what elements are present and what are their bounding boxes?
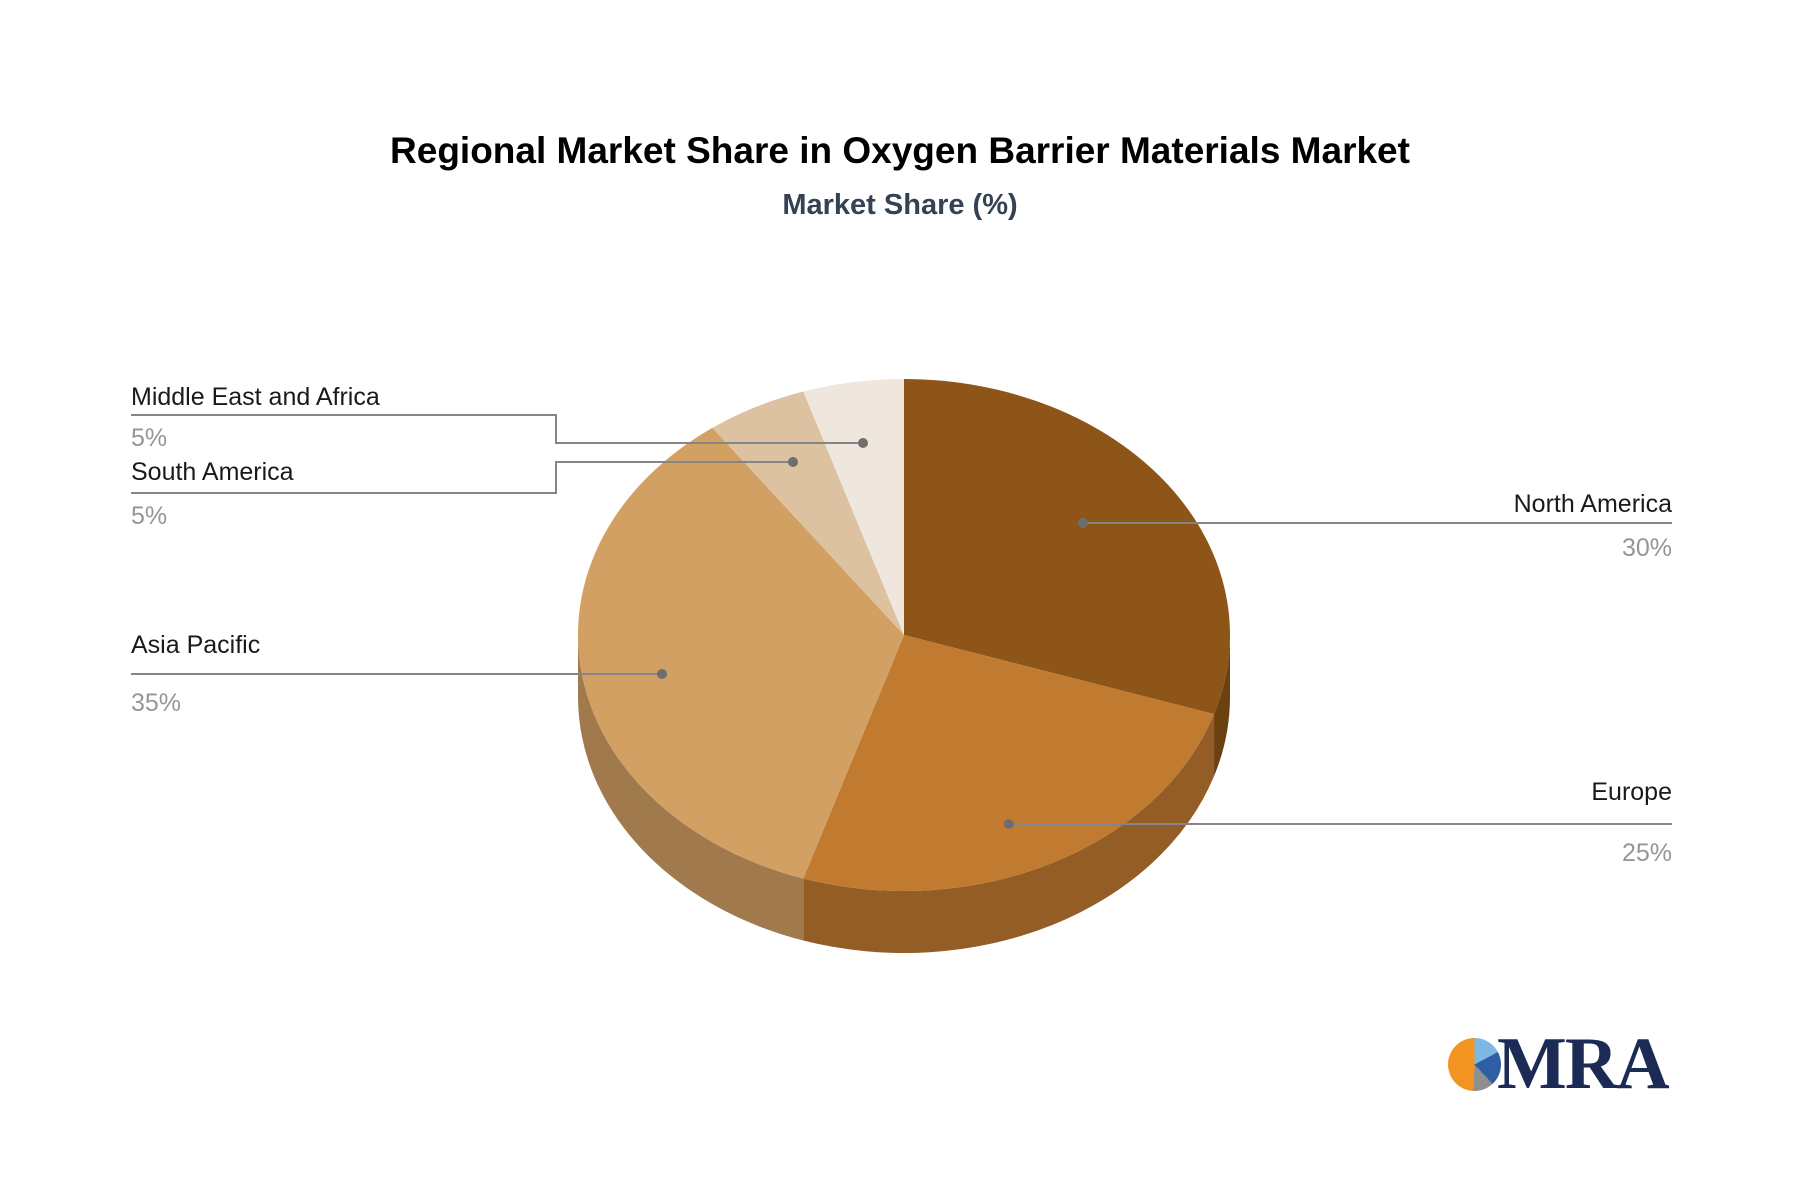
slice-label-asia-pacific: Asia Pacific <box>131 631 261 659</box>
slice-label-north-america: North America <box>1513 490 1672 518</box>
mra-logo[interactable]: MRA <box>1448 1023 1670 1105</box>
pie-slice-side-europe <box>803 714 1215 953</box>
chart-subtitle: Market Share (%) <box>782 189 1018 221</box>
slice-pct-europe: 25% <box>1621 839 1672 867</box>
dot-europe <box>1004 819 1014 829</box>
dot-north-america <box>1078 518 1088 528</box>
slice-pct-asia-pacific: 35% <box>131 689 182 717</box>
pie-slice-asia-pacific[interactable] <box>578 427 904 879</box>
page-title: Regional Market Share in Oxygen Barrier … <box>390 130 1410 171</box>
dot-asia-pacific <box>657 669 667 679</box>
mra-logo-pie-icon <box>1448 1038 1501 1091</box>
leader-line-middle-east-and-africa <box>131 414 863 444</box>
pie-slice-north-america[interactable] <box>904 379 1231 715</box>
slice-pct-north-america: 30% <box>1621 534 1672 562</box>
dot-middle-east-and-africa <box>858 438 868 448</box>
slice-label-south-america: South America <box>131 458 294 486</box>
slice-label-europe: Europe <box>1591 778 1672 806</box>
pie-slice-europe[interactable] <box>803 635 1215 891</box>
slice-pct-south-america: 5% <box>131 502 168 530</box>
pie-slice-side-north-america <box>1214 635 1230 777</box>
leader-line-south-america <box>131 461 793 494</box>
slice-label-middle-east-and-africa: Middle East and Africa <box>131 383 380 411</box>
slice-pct-middle-east-and-africa: 5% <box>131 424 168 452</box>
dot-south-america <box>788 457 798 467</box>
pie-slice-south-america[interactable] <box>712 391 904 635</box>
pie-slice-side-asia-pacific <box>578 635 804 941</box>
mra-logo-text: MRA <box>1497 1023 1670 1105</box>
